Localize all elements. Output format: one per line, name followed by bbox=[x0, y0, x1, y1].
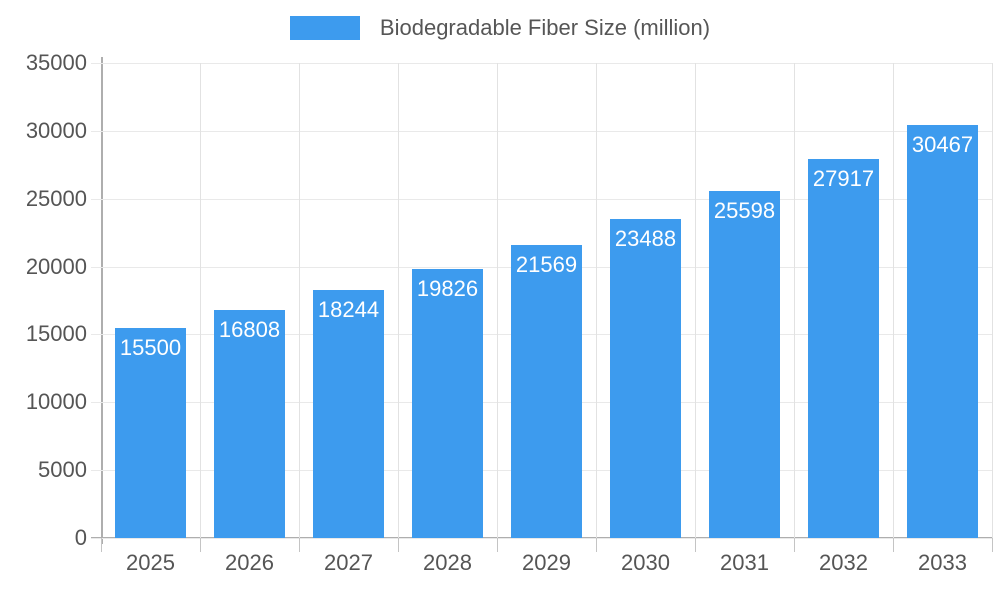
plot-area: 15500 16808 18244 19826 21569 23488 25598 27917… bbox=[91, 63, 993, 539]
bar-2026[interactable]: 16808 bbox=[214, 309, 285, 538]
chart-legend: Biodegradable Fiber Size (million) bbox=[0, 0, 1000, 56]
bar-value-label: 27917 bbox=[812, 166, 875, 192]
x-axis-tick-mark bbox=[200, 538, 201, 552]
x-axis-tick-label: 2026 bbox=[225, 550, 274, 575]
bar-value-label: 19826 bbox=[416, 275, 479, 301]
bar-2027[interactable]: 18244 bbox=[313, 290, 384, 538]
x-axis-tick-mark bbox=[794, 538, 795, 552]
bar-2028[interactable]: 19826 bbox=[412, 268, 483, 538]
gridline-vertical bbox=[299, 63, 300, 539]
x-axis-tick-label: 2033 bbox=[918, 550, 967, 575]
y-axis-tick-label: 15000 bbox=[25, 321, 87, 347]
x-axis-tick-label: 2028 bbox=[423, 550, 472, 575]
bar-2025[interactable]: 15500 bbox=[115, 327, 186, 538]
x-axis-tick-mark bbox=[596, 538, 597, 552]
x-axis-tick-mark bbox=[299, 538, 300, 552]
x-axis-tick-label: 2029 bbox=[522, 550, 571, 575]
x-axis-tick-label: 2032 bbox=[819, 550, 868, 575]
bar-2031[interactable]: 25598 bbox=[709, 190, 780, 538]
y-axis-tick-label: 25000 bbox=[25, 185, 87, 211]
bar-2032[interactable]: 27917 bbox=[808, 159, 879, 538]
x-axis-tick-label: 2030 bbox=[621, 550, 670, 575]
y-axis-tick-label: 20000 bbox=[25, 253, 87, 279]
bar-value-label: 15500 bbox=[119, 334, 182, 360]
y-axis-tick-label: 35000 bbox=[25, 50, 87, 75]
gridline-vertical bbox=[200, 63, 201, 539]
bar-value-label: 25598 bbox=[713, 197, 776, 223]
x-axis-tick-mark bbox=[398, 538, 399, 552]
x-axis-tick-label: 2025 bbox=[126, 550, 175, 575]
legend-item-label: Biodegradable Fiber Size (million) bbox=[379, 15, 711, 40]
y-axis-tick-label: 30000 bbox=[25, 117, 87, 143]
y-axis-tick-label: 0 bbox=[74, 525, 87, 550]
y-axis-line bbox=[101, 57, 103, 544]
legend-color-swatch-icon bbox=[289, 16, 360, 40]
x-axis-tick-label: 2027 bbox=[324, 550, 373, 575]
gridline-horizontal bbox=[91, 198, 992, 200]
x-axis-tick-mark bbox=[695, 538, 696, 552]
y-axis-tick-label: 5000 bbox=[38, 457, 87, 483]
bar-value-label: 18244 bbox=[317, 297, 380, 323]
gridline-vertical bbox=[497, 63, 498, 539]
x-axis-tick-mark bbox=[101, 538, 102, 552]
gridline-vertical bbox=[695, 63, 696, 539]
bar-2033[interactable]: 30467 bbox=[907, 124, 978, 538]
x-axis-tick-mark bbox=[992, 538, 993, 552]
gridline-vertical bbox=[794, 63, 795, 539]
bar-value-label: 23488 bbox=[614, 226, 677, 252]
gridline-horizontal bbox=[91, 538, 992, 539]
x-axis-tick-mark bbox=[497, 538, 498, 552]
gridline-vertical bbox=[893, 63, 894, 539]
bar-2029[interactable]: 21569 bbox=[511, 245, 582, 538]
bar-value-label: 16808 bbox=[218, 316, 281, 342]
gridline-horizontal bbox=[91, 63, 992, 64]
gridline-vertical bbox=[398, 63, 399, 539]
bar-2030[interactable]: 23488 bbox=[610, 219, 681, 538]
x-axis-tick-mark bbox=[893, 538, 894, 552]
x-axis-tick-label: 2031 bbox=[720, 550, 769, 575]
y-axis-tick-label: 10000 bbox=[25, 389, 87, 415]
gridline-vertical bbox=[992, 63, 993, 539]
bar-value-label: 30467 bbox=[911, 131, 974, 157]
bar-value-label: 21569 bbox=[515, 252, 578, 278]
gridline-vertical bbox=[596, 63, 597, 539]
gridline-horizontal bbox=[91, 130, 992, 132]
legend-item-biodegradable-fiber-size[interactable]: Biodegradable Fiber Size (million) bbox=[289, 15, 711, 40]
